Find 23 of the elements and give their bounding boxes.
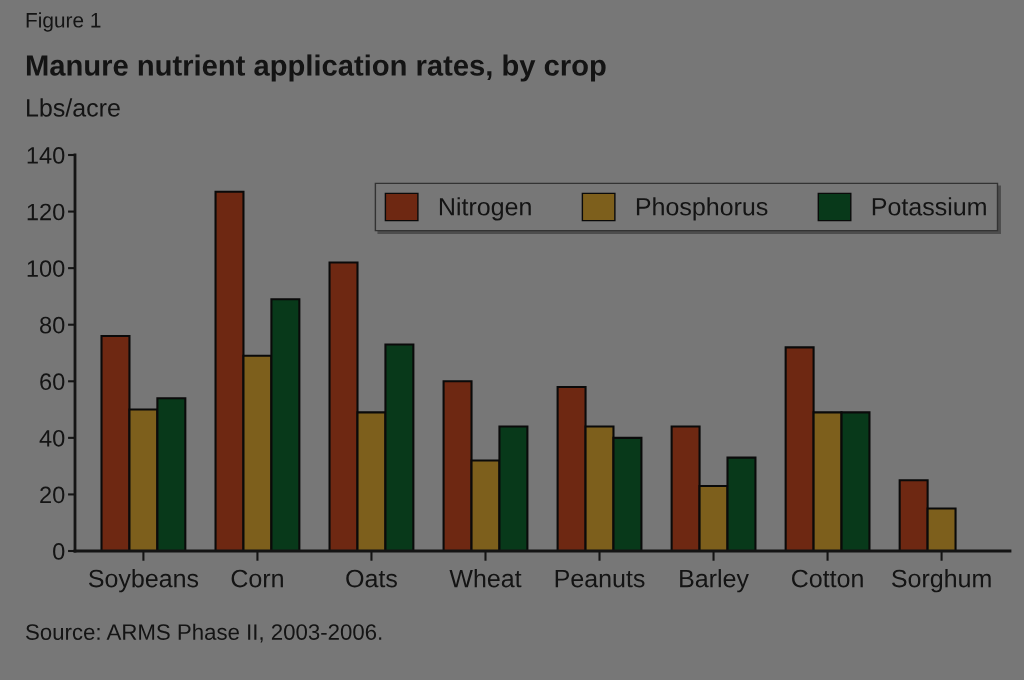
y-tick-label: 0: [53, 543, 65, 560]
y-axis-title: Lbs/acre: [27, 98, 120, 117]
y-tick-label: 60: [40, 373, 65, 391]
legend-label: Nitrogen: [439, 197, 531, 221]
legend-label: Potassium: [872, 197, 986, 216]
x-tick-label: Peanuts: [555, 569, 645, 588]
legend-label: Phosphorus: [636, 197, 768, 221]
x-tick-label: Corn: [231, 569, 283, 588]
y-tick-label: 120: [27, 203, 65, 221]
x-tick-label: Barley: [680, 569, 749, 593]
y-tick-label: 20: [40, 486, 65, 504]
source-note: Source: ARMS Phase II, 2003-2006.: [26, 623, 382, 643]
y-tick-label: 40: [39, 429, 65, 447]
x-tick-label: Cotton: [792, 569, 863, 588]
y-tick-label: 100: [27, 260, 65, 277]
y-tick-label: 140: [27, 147, 65, 164]
x-tick-label: Wheat: [449, 569, 522, 588]
x-tick-label: Sorghum: [892, 569, 991, 593]
caption: Figure 1: [26, 12, 101, 32]
chart-title: Manure nutrient application rates, by crop: [26, 54, 606, 82]
x-tick-label: Oats: [346, 569, 397, 588]
y-tick-label: 80: [40, 316, 65, 334]
x-tick-label: Soybeans: [88, 569, 199, 593]
